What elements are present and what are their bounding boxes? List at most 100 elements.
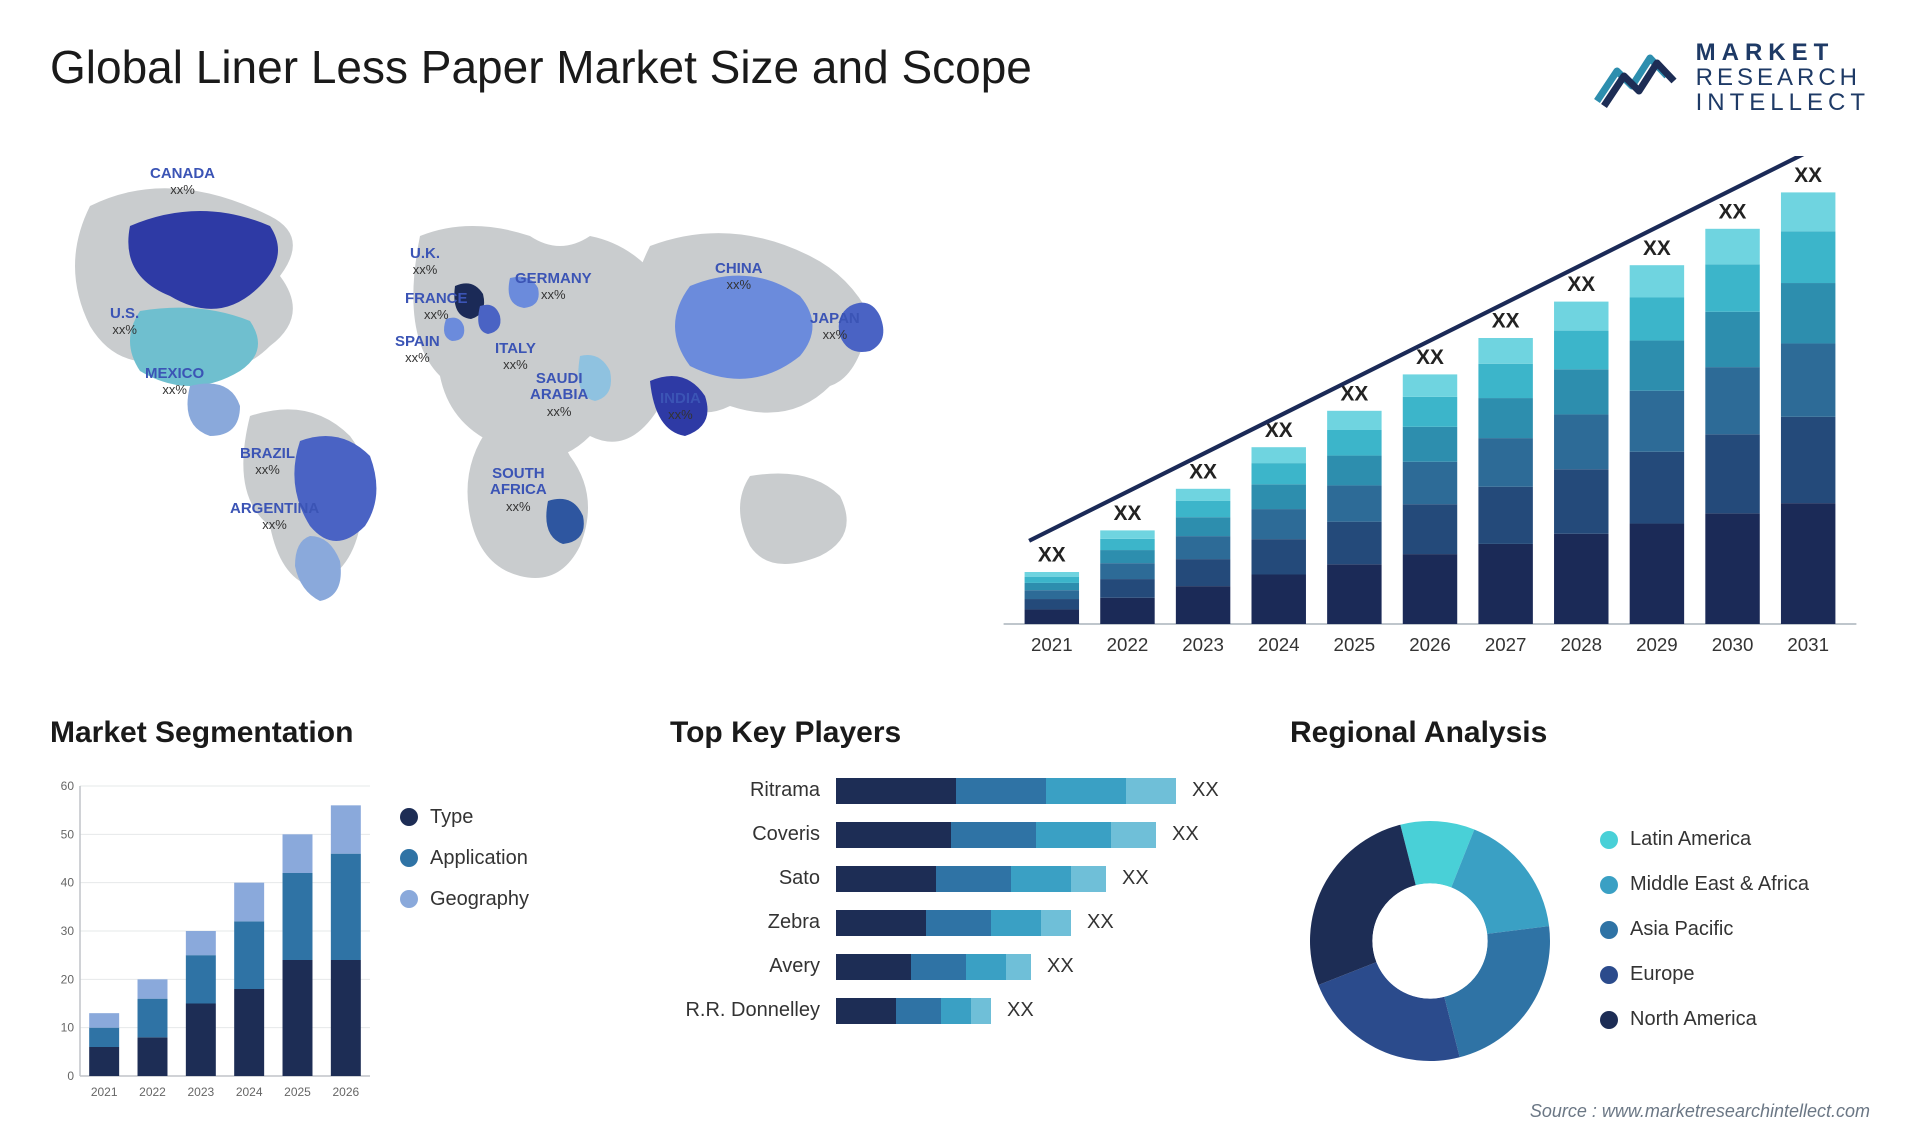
brand-mark-icon: [1592, 46, 1682, 110]
player-name: Zebra: [670, 911, 820, 934]
svg-text:60: 60: [61, 779, 75, 793]
player-value: XX: [1047, 955, 1074, 978]
map-label: FRANCExx%: [405, 291, 468, 324]
legend-item: Asia Pacific: [1600, 918, 1870, 941]
segmentation-panel: Market Segmentation 01020304050602021202…: [50, 716, 630, 1116]
svg-text:2025: 2025: [1334, 634, 1376, 655]
svg-text:2031: 2031: [1787, 634, 1829, 655]
svg-text:XX: XX: [1189, 460, 1217, 483]
brand-logo: MARKET RESEARCH INTELLECT: [1592, 40, 1870, 116]
svg-text:XX: XX: [1340, 382, 1368, 405]
svg-text:XX: XX: [1719, 200, 1747, 223]
page-title: Global Liner Less Paper Market Size and …: [50, 40, 1032, 94]
map-label: MEXICOxx%: [145, 366, 204, 399]
map-label: JAPANxx%: [810, 311, 860, 344]
player-bar: [836, 778, 1176, 804]
map-label: CANADAxx%: [150, 166, 215, 199]
svg-text:10: 10: [61, 1020, 75, 1034]
svg-text:XX: XX: [1038, 543, 1066, 566]
legend-item: Middle East & Africa: [1600, 873, 1870, 896]
player-name: Ritrama: [670, 779, 820, 802]
legend-item: Europe: [1600, 963, 1870, 986]
segmentation-title: Market Segmentation: [50, 716, 630, 750]
world-map-panel: CANADAxx% U.S.xx%MEXICOxx% BRAZILxx% ARGENT…: [50, 156, 950, 676]
svg-text:30: 30: [61, 924, 75, 938]
player-name: Avery: [670, 955, 820, 978]
svg-text:XX: XX: [1794, 164, 1822, 187]
svg-text:2023: 2023: [1182, 634, 1224, 655]
map-label: SOUTHAFRICAxx%: [490, 466, 547, 516]
map-label: ITALYxx%: [495, 341, 536, 374]
player-name: Coveris: [670, 823, 820, 846]
brand-line1: MARKET: [1696, 40, 1870, 65]
player-name: Sato: [670, 867, 820, 890]
players-chart: RitramaXXCoverisXXSatoXXZebraXXAveryXXR.…: [670, 766, 1250, 1116]
svg-text:2024: 2024: [1258, 634, 1300, 655]
player-row: Coveris XX: [670, 820, 1250, 850]
svg-text:40: 40: [61, 875, 75, 889]
player-name: R.R. Donnelley: [670, 999, 820, 1022]
svg-text:2022: 2022: [1107, 634, 1149, 655]
svg-text:50: 50: [61, 827, 75, 841]
player-row: Zebra XX: [670, 908, 1250, 938]
legend-item: Latin America: [1600, 828, 1870, 851]
map-label: INDIAxx%: [660, 391, 701, 424]
player-row: Ritrama XX: [670, 776, 1250, 806]
map-label: BRAZILxx%: [240, 446, 295, 479]
map-label: SPAINxx%: [395, 334, 440, 367]
source-attribution: Source : www.marketresearchintellect.com: [1530, 1101, 1870, 1122]
svg-text:XX: XX: [1114, 502, 1142, 525]
regional-panel: Regional Analysis Latin America Middle Ea…: [1290, 716, 1870, 1116]
growth-chart-panel: XX 2021 XX 2022 XX 2023 XX 2024 XX 2025 XX 2026 XX 20…: [990, 156, 1870, 676]
player-row: Sato XX: [670, 864, 1250, 894]
svg-text:XX: XX: [1492, 309, 1520, 332]
map-label: U.S.xx%: [110, 306, 139, 339]
svg-text:XX: XX: [1567, 273, 1595, 296]
svg-text:2025: 2025: [284, 1085, 311, 1099]
player-row: R.R. Donnelley XX: [670, 996, 1250, 1026]
segmentation-chart-svg: 0102030405060202120222023202420252026: [50, 766, 380, 1116]
map-label: SAUDIARABIAxx%: [530, 371, 588, 421]
growth-chart-svg: XX 2021 XX 2022 XX 2023 XX 2024 XX 2025 XX 2026 XX 20…: [990, 156, 1870, 676]
svg-text:2028: 2028: [1560, 634, 1602, 655]
svg-text:2029: 2029: [1636, 634, 1678, 655]
regional-legend: Latin America Middle East & Africa Asia Pa…: [1600, 828, 1870, 1053]
svg-text:XX: XX: [1416, 346, 1444, 369]
players-title: Top Key Players: [670, 716, 1250, 750]
svg-text:2022: 2022: [139, 1085, 166, 1099]
map-label: ARGENTINAxx%: [230, 501, 319, 534]
svg-text:2024: 2024: [236, 1085, 263, 1099]
player-row: Avery XX: [670, 952, 1250, 982]
segmentation-legend: Type Application Geography: [400, 766, 630, 1116]
player-bar: [836, 998, 991, 1024]
player-bar: [836, 954, 1031, 980]
svg-text:XX: XX: [1643, 236, 1671, 259]
player-value: XX: [1087, 911, 1114, 934]
svg-text:20: 20: [61, 972, 75, 986]
svg-text:2030: 2030: [1712, 634, 1754, 655]
player-bar: [836, 822, 1156, 848]
player-value: XX: [1192, 779, 1219, 802]
player-value: XX: [1122, 867, 1149, 890]
map-label: GERMANYxx%: [515, 271, 592, 304]
regional-donut-svg: [1290, 801, 1570, 1081]
player-bar: [836, 910, 1071, 936]
brand-line3: INTELLECT: [1696, 90, 1870, 115]
svg-text:2021: 2021: [1031, 634, 1073, 655]
map-label: U.K.xx%: [410, 246, 440, 279]
svg-text:2026: 2026: [332, 1085, 359, 1099]
map-label: CHINAxx%: [715, 261, 763, 294]
player-value: XX: [1007, 999, 1034, 1022]
legend-item: North America: [1600, 1008, 1870, 1031]
legend-item: Type: [400, 806, 630, 829]
players-panel: Top Key Players Ritrama XX Coveris XX Sato XX…: [670, 716, 1250, 1116]
svg-text:2027: 2027: [1485, 634, 1527, 655]
svg-text:0: 0: [67, 1069, 74, 1083]
regional-title: Regional Analysis: [1290, 716, 1870, 750]
svg-text:2026: 2026: [1409, 634, 1451, 655]
legend-item: Geography: [400, 888, 630, 911]
svg-text:2023: 2023: [187, 1085, 214, 1099]
legend-item: Application: [400, 847, 630, 870]
player-value: XX: [1172, 823, 1199, 846]
brand-line2: RESEARCH: [1696, 65, 1870, 90]
